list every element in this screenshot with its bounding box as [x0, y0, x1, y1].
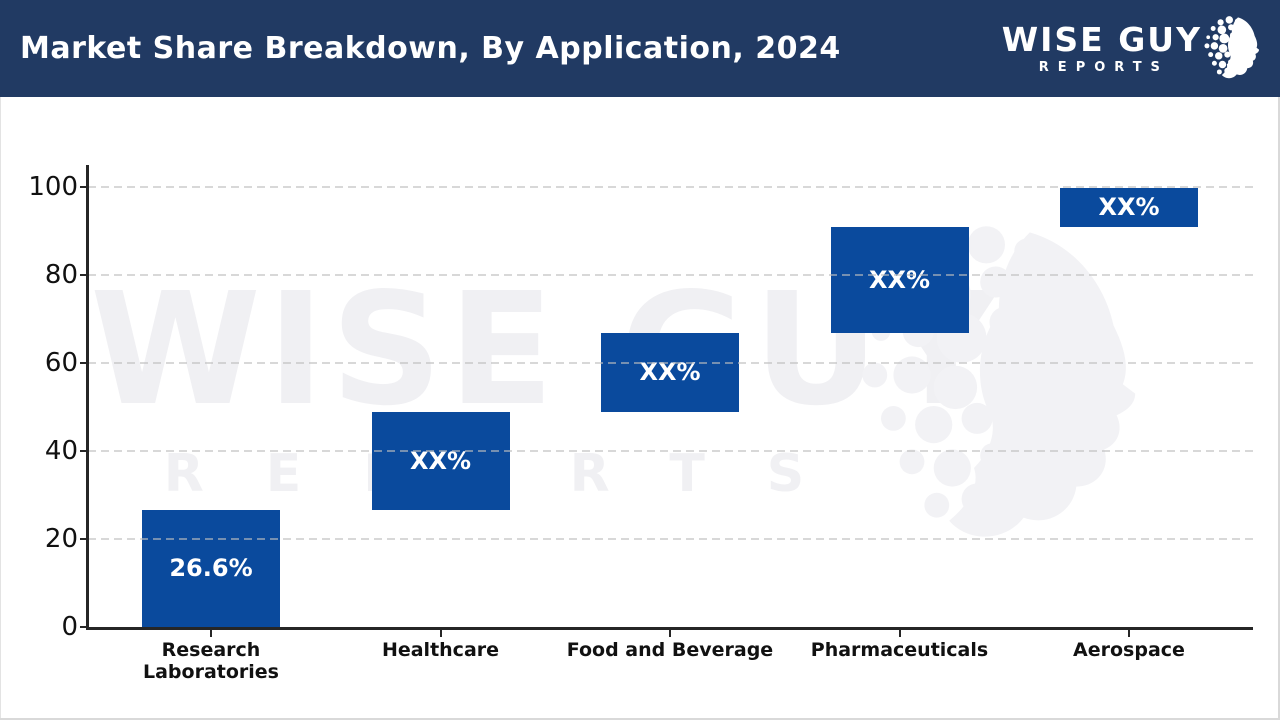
x-axis-tick — [439, 630, 442, 637]
watermark-wiseguy-text: WISE GUY — [90, 259, 1004, 440]
category-label: Aerospace — [1073, 639, 1185, 661]
category-label: Food and Beverage — [566, 639, 774, 661]
wise-guy-reports-logo: WISE GUY REPORTS — [1001, 8, 1264, 90]
y-axis-tick-label: 0 — [61, 612, 78, 642]
category-label: Research Laboratories — [143, 639, 279, 683]
x-axis-tick — [210, 630, 212, 637]
page-title: Market Share Breakdown, By Application, … — [20, 31, 841, 66]
bar-value-label: XX% — [1098, 193, 1160, 222]
gridline — [88, 538, 1253, 540]
bar-segment: XX% — [1060, 187, 1198, 227]
bar-segment: XX% — [830, 226, 969, 334]
gridline — [88, 186, 1253, 188]
y-axis-tick-label: 100 — [28, 172, 78, 202]
y-axis-tick — [80, 450, 87, 452]
bar-segment: 26.6% — [142, 509, 280, 627]
logo-head-icon — [1202, 12, 1264, 90]
watermark-reports-text: REPORTS — [163, 444, 867, 504]
y-axis-line — [86, 165, 89, 630]
logo-text: WISE GUY REPORTS — [1001, 20, 1202, 76]
x-axis-tick — [669, 630, 671, 637]
bar-segment: XX% — [601, 333, 739, 412]
bar-segment: XX% — [371, 411, 510, 510]
x-axis-tick — [898, 630, 901, 637]
y-axis-tick — [80, 186, 87, 188]
gridline — [88, 274, 1253, 276]
category-label: Pharmaceuticals — [810, 639, 989, 661]
y-axis-tick — [80, 626, 87, 628]
gridline — [88, 362, 1253, 364]
y-axis-tick — [80, 538, 87, 540]
bar-value-label: 26.6% — [169, 554, 253, 583]
x-axis-line — [86, 627, 1253, 630]
logo-wiseguy-text: WISE GUY — [1001, 20, 1202, 59]
y-axis-tick-label: 60 — [44, 348, 78, 378]
y-axis-tick-label: 40 — [44, 436, 78, 466]
y-axis-tick — [80, 362, 87, 364]
gridline — [88, 450, 1253, 452]
header-bar: Market Share Breakdown, By Application, … — [0, 0, 1280, 97]
category-label: Healthcare — [381, 639, 500, 661]
bar-value-label: XX% — [868, 265, 931, 294]
y-axis-tick — [80, 274, 87, 276]
x-axis-tick — [1128, 630, 1130, 637]
logo-reports-text: REPORTS — [1038, 60, 1169, 75]
y-axis-tick-label: 20 — [44, 524, 78, 554]
y-axis-tick-label: 80 — [44, 260, 78, 290]
